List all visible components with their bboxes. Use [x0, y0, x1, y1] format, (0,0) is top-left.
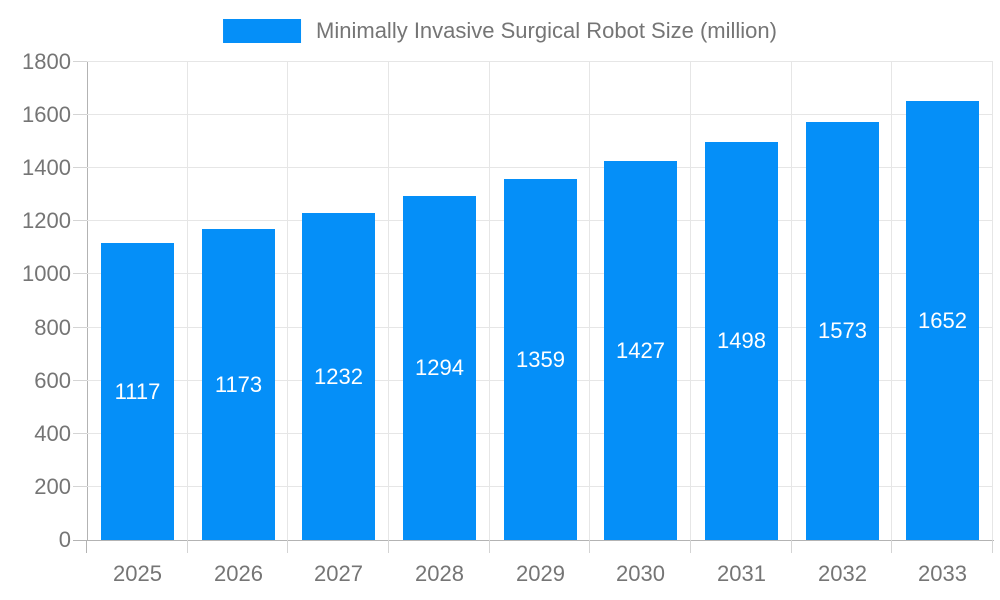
- bar-2031[interactable]: 1498: [705, 142, 778, 540]
- x-axis-tick-label: 2033: [918, 561, 967, 586]
- v-gridline: [690, 62, 691, 540]
- bar-value-label: 1573: [818, 318, 867, 343]
- y-axis-tick: [73, 380, 87, 381]
- x-axis-tick: [187, 540, 188, 553]
- x-axis-tick-label: 2025: [113, 561, 162, 586]
- y-axis-tick-label: 1200: [22, 208, 71, 233]
- bar-value-label: 1498: [717, 328, 766, 353]
- y-axis-tick: [73, 273, 87, 274]
- bar-value-label: 1117: [114, 378, 161, 404]
- legend-label: Minimally Invasive Surgical Robot Size (…: [316, 18, 777, 43]
- x-axis-tick-label: 2027: [314, 561, 363, 586]
- y-axis-tick: [73, 114, 87, 115]
- x-axis-tick-label: 2028: [415, 561, 464, 586]
- bar-value-label: 1427: [616, 337, 665, 363]
- y-axis-tick-label: 1000: [22, 261, 71, 286]
- bar-2032[interactable]: 1573: [806, 122, 879, 540]
- v-gridline: [992, 62, 993, 540]
- y-axis-tick: [73, 61, 87, 62]
- y-axis-tick: [73, 486, 87, 487]
- x-axis-tick-label: 2031: [717, 561, 766, 586]
- plot-area: [87, 62, 994, 541]
- bar-value-label: 1652: [918, 307, 967, 333]
- v-gridline: [589, 62, 590, 540]
- y-axis-tick-label: 0: [58, 527, 71, 552]
- h-gridline: [87, 114, 993, 115]
- y-axis-tick-label: 200: [34, 474, 71, 499]
- v-gridline: [388, 62, 389, 540]
- bar-2030[interactable]: 1427: [604, 161, 677, 540]
- x-axis-tick: [388, 540, 389, 553]
- v-gridline: [187, 62, 188, 540]
- x-axis-tick: [489, 540, 490, 553]
- bar-2029[interactable]: 1359: [504, 179, 577, 540]
- bar-2026[interactable]: 1173: [202, 229, 275, 540]
- legend-item[interactable]: Minimally Invasive Surgical Robot Size (…: [223, 18, 777, 44]
- x-axis-tick: [690, 540, 691, 553]
- bar-2028[interactable]: 1294: [403, 196, 476, 540]
- y-axis-tick-label: 1600: [22, 102, 71, 127]
- bar-value-label: 1294: [415, 355, 464, 380]
- y-axis-tick: [73, 167, 87, 168]
- h-gridline: [87, 61, 993, 62]
- x-axis-tick-label: 2029: [516, 561, 565, 586]
- x-axis-tick: [791, 540, 792, 553]
- y-axis-tick-label: 800: [34, 315, 71, 340]
- bar-2025[interactable]: 1117: [101, 243, 174, 540]
- v-gridline: [891, 62, 892, 540]
- x-axis-tick: [287, 540, 288, 553]
- h-gridline: [87, 167, 993, 168]
- v-gridline: [489, 62, 490, 540]
- bar-2033[interactable]: 1652: [906, 101, 979, 540]
- x-axis-tick-label: 2026: [214, 561, 263, 586]
- v-gridline: [287, 62, 288, 540]
- x-axis-tick: [992, 540, 993, 553]
- y-axis-tick-label: 1400: [22, 155, 71, 180]
- bar-value-label: 1173: [214, 371, 263, 397]
- bar-value-label: 1232: [314, 363, 363, 389]
- v-gridline: [791, 62, 792, 540]
- x-axis-tick: [891, 540, 892, 553]
- legend-swatch: [223, 19, 302, 43]
- y-axis-tick: [73, 433, 87, 434]
- y-axis-tick: [73, 220, 87, 221]
- x-axis-tick: [86, 540, 87, 553]
- y-axis-tick: [73, 327, 87, 328]
- y-axis-tick-label: 1800: [22, 49, 71, 74]
- x-axis-tick-label: 2032: [818, 561, 867, 586]
- x-axis-tick: [589, 540, 590, 553]
- bar-2027[interactable]: 1232: [302, 213, 375, 540]
- y-axis-tick-label: 600: [34, 368, 71, 393]
- x-axis-tick-label: 2030: [616, 561, 665, 586]
- y-axis-tick: [73, 540, 87, 541]
- bar-value-label: 1359: [516, 346, 565, 372]
- y-axis-tick-label: 400: [34, 421, 71, 446]
